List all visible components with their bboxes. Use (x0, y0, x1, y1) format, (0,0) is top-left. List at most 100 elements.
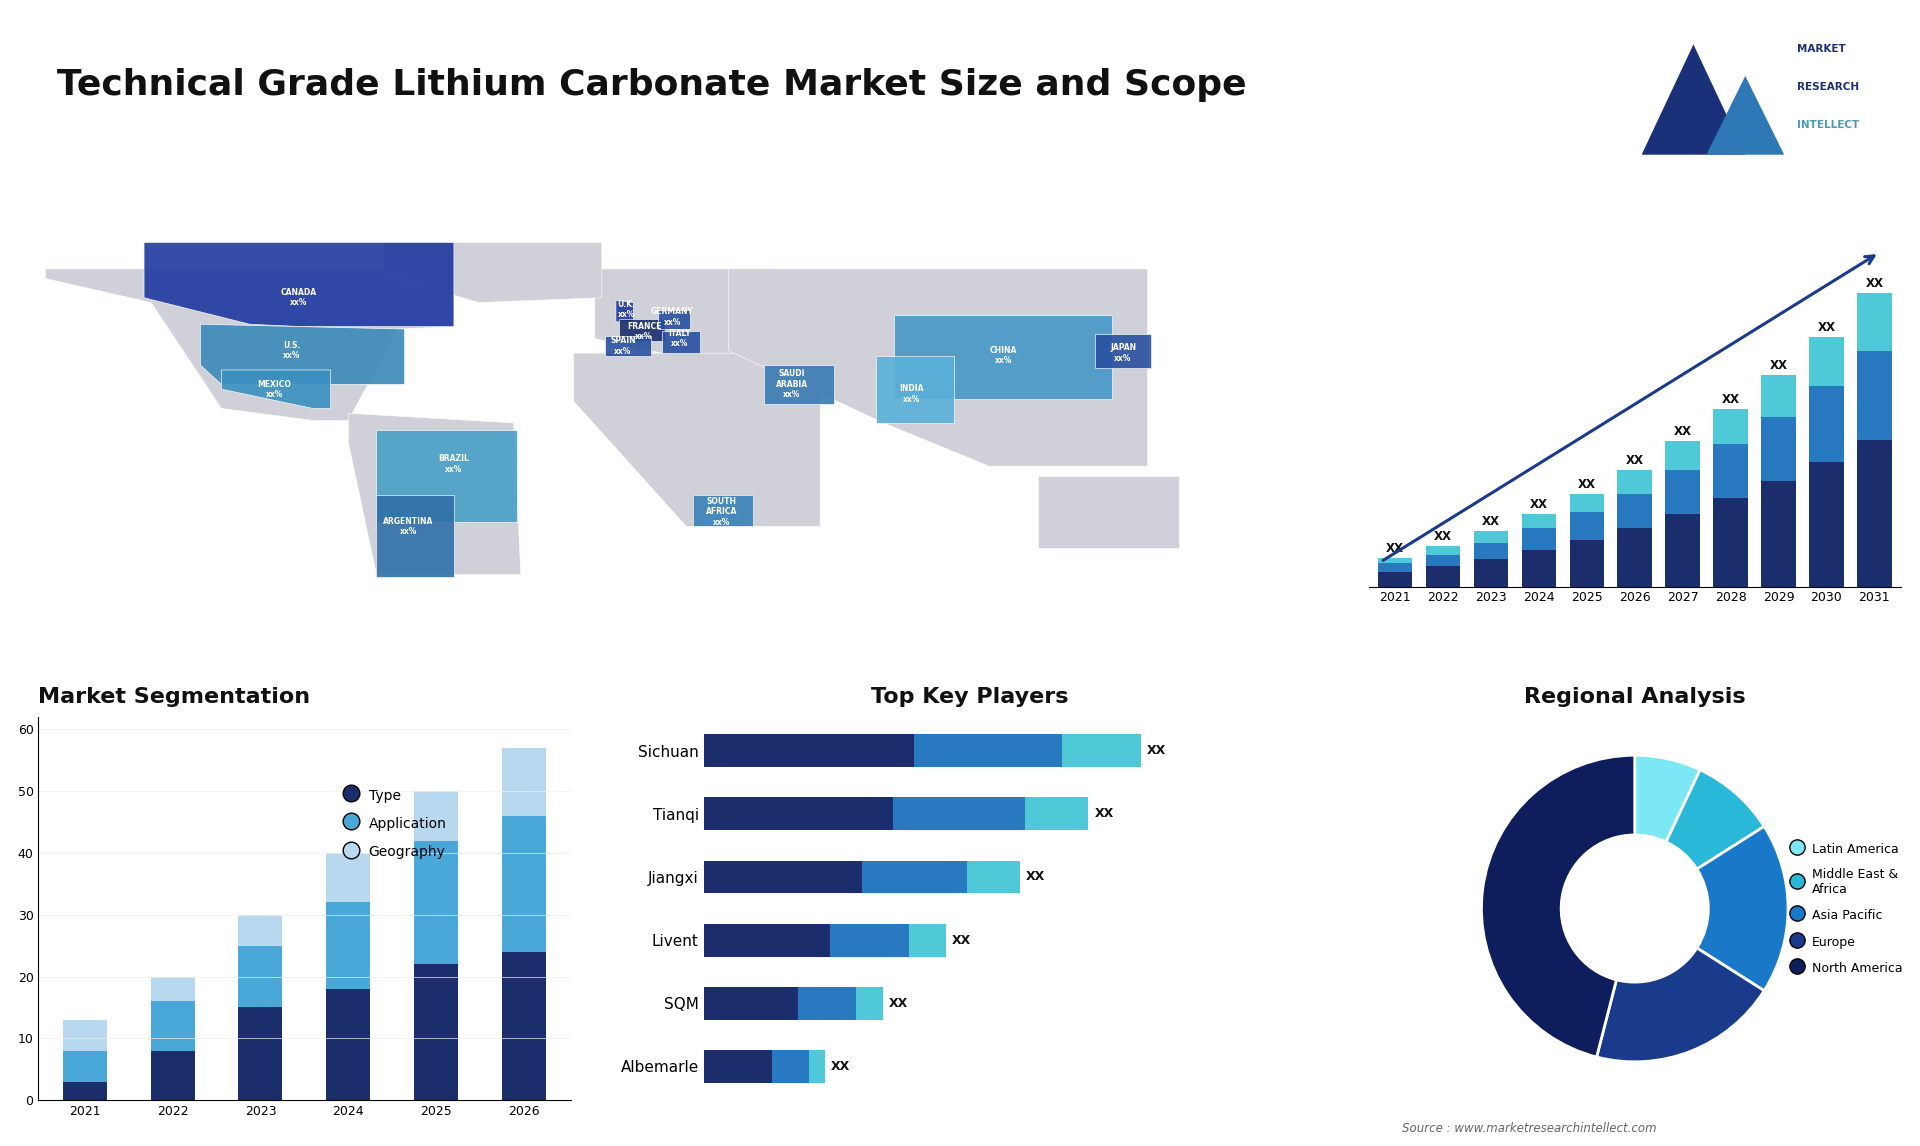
Wedge shape (1667, 770, 1764, 869)
Text: MEXICO
xx%: MEXICO xx% (257, 379, 292, 399)
Bar (150, 1002, 194, 1051)
Bar (703, 798, 893, 830)
Text: XX: XX (1722, 393, 1740, 407)
Text: XX: XX (1025, 871, 1044, 884)
Text: XX: XX (952, 934, 972, 947)
Polygon shape (144, 243, 453, 327)
Text: SPAIN
xx%: SPAIN xx% (611, 336, 636, 355)
Text: FRANCE
xx%: FRANCE xx% (628, 322, 660, 342)
Text: SOUTH
AFRICA
xx%: SOUTH AFRICA xx% (707, 497, 737, 527)
Bar (703, 1050, 772, 1083)
Bar (1379, 564, 1413, 572)
Bar (1475, 543, 1509, 559)
Text: XX: XX (1094, 808, 1114, 821)
Polygon shape (574, 353, 820, 526)
Legend: Latin America, Middle East &
Africa, Asia Pacific, Europe, North America: Latin America, Middle East & Africa, Asi… (1788, 837, 1907, 981)
Bar (1523, 528, 1555, 550)
Text: XX: XX (1674, 425, 1692, 439)
Legend: Type, Application, Geography: Type, Application, Geography (338, 782, 451, 865)
Bar (1617, 528, 1651, 587)
Text: BRAZIL
xx%: BRAZIL xx% (438, 454, 468, 473)
Wedge shape (1697, 826, 1788, 990)
Bar (1427, 566, 1461, 587)
Text: XX: XX (1434, 529, 1452, 543)
Bar (1569, 512, 1603, 540)
Bar (908, 924, 947, 957)
Bar (893, 798, 1025, 830)
Bar (326, 853, 371, 902)
Bar (1809, 462, 1843, 587)
Bar (1713, 499, 1747, 587)
Text: XX: XX (1866, 277, 1884, 290)
Wedge shape (1634, 755, 1699, 842)
Title: Top Key Players: Top Key Players (872, 686, 1068, 707)
Bar (415, 791, 459, 840)
Bar (1475, 532, 1509, 543)
Polygon shape (376, 430, 516, 521)
Polygon shape (200, 324, 405, 384)
Text: XX: XX (1482, 516, 1500, 528)
Bar (326, 902, 371, 989)
Bar (150, 976, 194, 1002)
Text: XX: XX (1146, 744, 1165, 758)
Polygon shape (384, 243, 601, 303)
Bar (415, 840, 459, 964)
Bar (1761, 480, 1795, 587)
Bar (703, 861, 862, 894)
Bar (415, 964, 459, 1100)
Text: XX: XX (1770, 359, 1788, 371)
Wedge shape (1597, 948, 1764, 1062)
Bar (1713, 409, 1747, 445)
Text: U.K.
xx%: U.K. xx% (618, 300, 636, 320)
Polygon shape (1642, 45, 1745, 155)
Bar (326, 989, 371, 1100)
Bar (1062, 735, 1140, 767)
Bar (772, 1050, 808, 1083)
Bar (238, 915, 282, 945)
Polygon shape (616, 300, 634, 322)
Bar (1379, 572, 1413, 587)
Polygon shape (595, 269, 785, 358)
Bar (1617, 470, 1651, 494)
Bar (503, 952, 547, 1100)
Bar (1761, 375, 1795, 417)
Text: U.S.
xx%: U.S. xx% (284, 342, 301, 360)
Wedge shape (1482, 755, 1634, 1057)
Text: JAPAN
xx%: JAPAN xx% (1110, 344, 1137, 363)
Polygon shape (1094, 333, 1152, 368)
Title: Regional Analysis: Regional Analysis (1524, 686, 1745, 707)
Bar (862, 861, 968, 894)
Bar (968, 861, 1020, 894)
Polygon shape (1707, 76, 1784, 155)
Text: ITALY
xx%: ITALY xx% (668, 329, 691, 348)
Bar (703, 987, 799, 1020)
Text: RESEARCH: RESEARCH (1797, 83, 1859, 92)
Text: ARGENTINA
xx%: ARGENTINA xx% (382, 517, 434, 536)
Polygon shape (693, 495, 753, 526)
Bar (1617, 494, 1651, 528)
Text: XX: XX (1386, 542, 1404, 555)
Bar (238, 1007, 282, 1100)
Polygon shape (605, 336, 651, 355)
Text: XX: XX (1530, 499, 1548, 511)
Bar (1379, 557, 1413, 564)
Bar (1665, 441, 1699, 470)
Bar (503, 816, 547, 952)
Bar (1427, 545, 1461, 555)
Bar (799, 987, 856, 1020)
Text: Technical Grade Lithium Carbonate Market Size and Scope: Technical Grade Lithium Carbonate Market… (58, 68, 1246, 102)
Bar (1713, 445, 1747, 499)
Polygon shape (659, 309, 689, 329)
Text: INTELLECT: INTELLECT (1797, 120, 1859, 129)
Polygon shape (348, 414, 520, 574)
Bar (1857, 440, 1891, 587)
Text: XX: XX (1818, 321, 1836, 333)
Bar (856, 987, 883, 1020)
Bar (1523, 550, 1555, 587)
Polygon shape (1039, 476, 1179, 548)
Polygon shape (728, 269, 1148, 466)
Text: MARKET: MARKET (1797, 45, 1845, 54)
Text: XX: XX (1578, 478, 1596, 490)
Bar (1857, 293, 1891, 352)
Bar (1857, 352, 1891, 440)
